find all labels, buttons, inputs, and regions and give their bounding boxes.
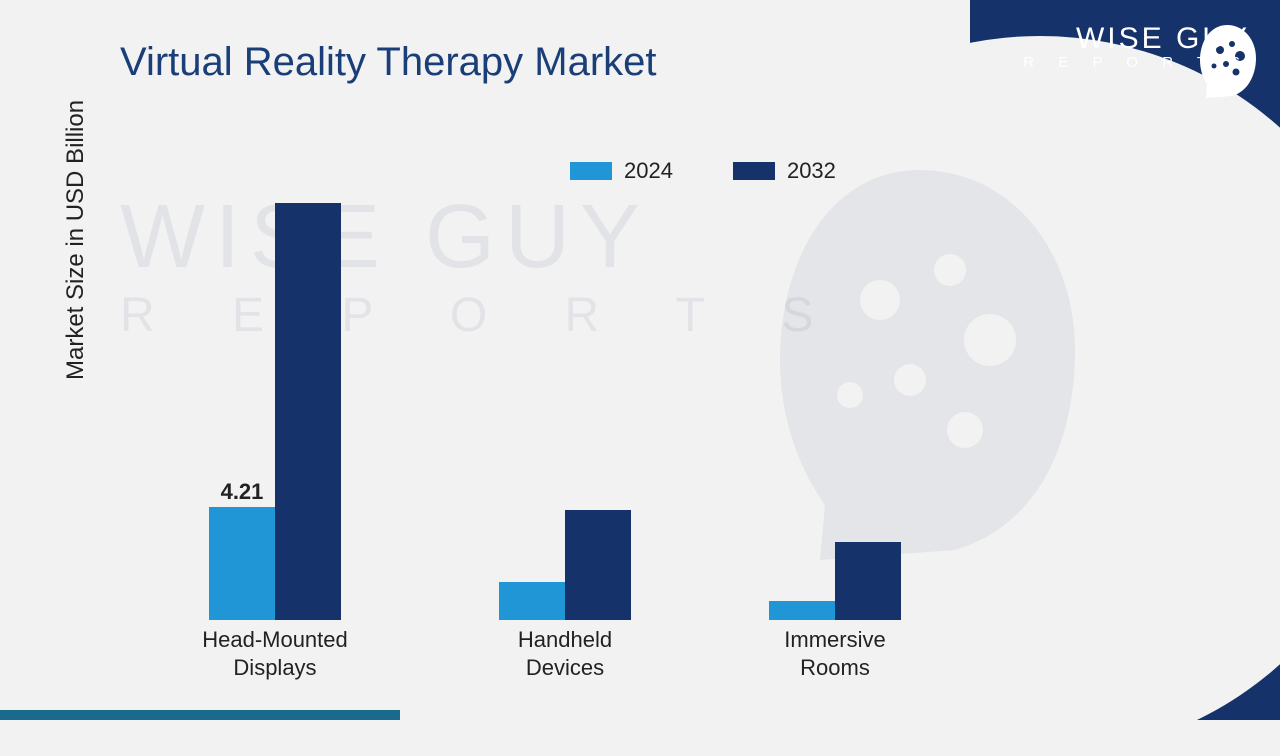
category-label: HandheldDevices (450, 626, 680, 681)
bar-2032 (565, 510, 631, 620)
category-label: ImmersiveRooms (720, 626, 950, 681)
bars-wrap: 4.21 (209, 203, 341, 620)
legend: 2024 2032 (570, 158, 836, 184)
category-label: Head-MountedDisplays (160, 626, 390, 681)
brand-logo-line1: WISE GUY (1076, 22, 1250, 55)
legend-label-2032: 2032 (787, 158, 836, 184)
legend-item-2024: 2024 (570, 158, 673, 184)
chart-title: Virtual Reality Therapy Market (120, 40, 657, 85)
bar-value-label: 4.21 (221, 479, 264, 505)
bar-2024 (499, 582, 565, 620)
bars-wrap (499, 510, 631, 620)
brand-logo-line2: R E P O R T S (1023, 54, 1250, 71)
bar-2032 (835, 542, 901, 620)
bottom-accent-bar (0, 710, 400, 720)
y-axis-label: Market Size in USD Billion (62, 100, 90, 380)
brand-logo-text: WISE GUY R E P O R T S (1023, 22, 1250, 71)
legend-label-2024: 2024 (624, 158, 673, 184)
bar-2032 (275, 203, 341, 620)
legend-swatch-2024 (570, 162, 612, 180)
bar-2024 (769, 601, 835, 620)
bars-wrap (769, 542, 901, 620)
legend-swatch-2032 (733, 162, 775, 180)
legend-item-2032: 2032 (733, 158, 836, 184)
plot-area: 4.21Head-MountedDisplaysHandheldDevicesI… (120, 190, 950, 620)
bar-2024: 4.21 (209, 507, 275, 620)
